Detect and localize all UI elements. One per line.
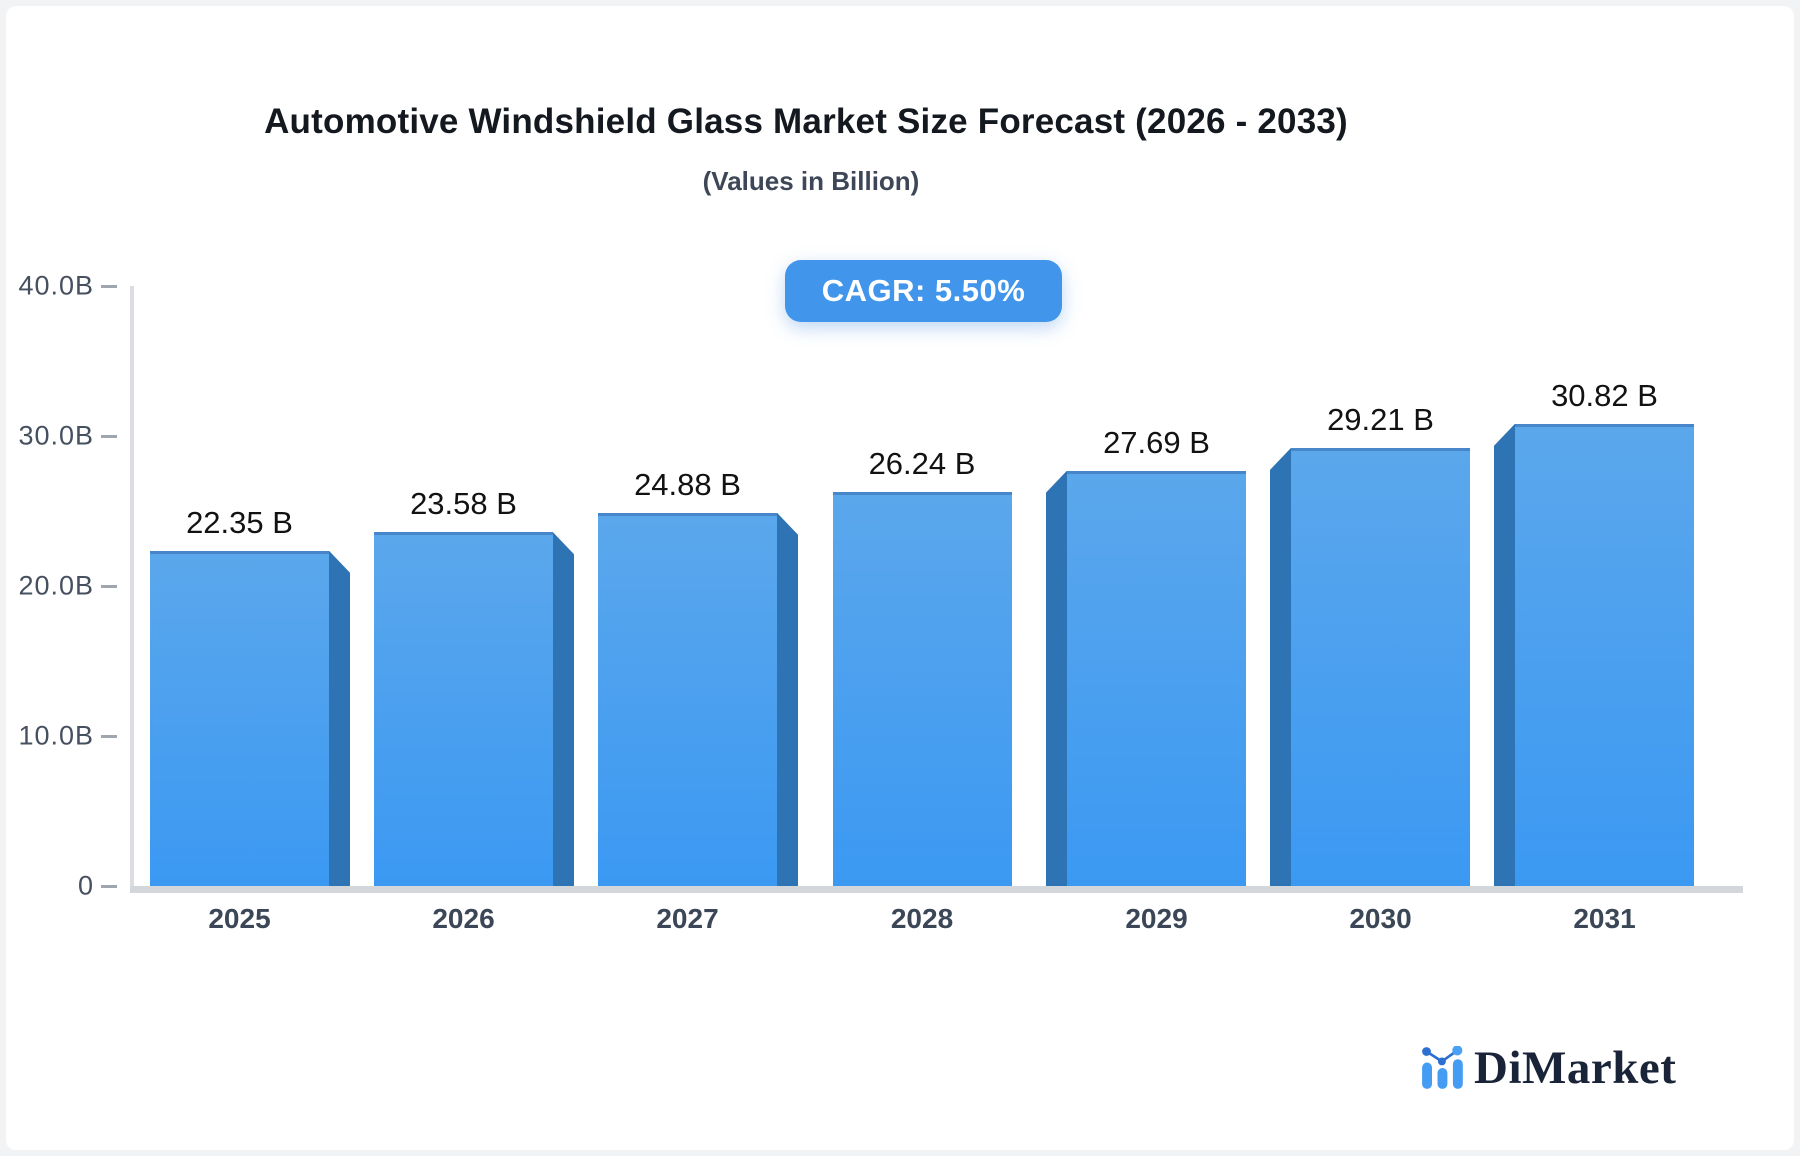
x-axis-category-label: 2029 — [1125, 903, 1188, 934]
bar-2028 — [822, 492, 1022, 886]
bar-value-label: 26.24 B — [868, 446, 976, 482]
brand-name: DiMarket — [1474, 1042, 1677, 1094]
chart-title: Automotive Windshield Glass Market Size … — [264, 102, 1348, 141]
bar-value-label: 23.58 B — [410, 486, 517, 522]
x-axis-category-label: 2028 — [890, 903, 954, 934]
bar-face-2029 — [1067, 470, 1246, 886]
y-axis-tick-label: 10.0B — [18, 720, 94, 751]
x-axis-category-label: 2031 — [1573, 903, 1636, 934]
y-axis-tick — [101, 885, 117, 888]
brand-logo: DiMarket — [1421, 1042, 1676, 1094]
bar-face-2026 — [374, 532, 553, 886]
chart-card: Automotive Windshield Glass Market Size … — [6, 6, 1794, 1150]
bar-3d-side-2026 — [553, 532, 574, 886]
x-axis-category-label: 2027 — [656, 903, 719, 934]
bar-2026 — [374, 532, 574, 886]
cagr-badge: CAGR: 5.50% — [785, 260, 1062, 322]
bar-2025 — [150, 550, 350, 886]
chart-subtitle: (Values in Billion) — [702, 166, 920, 196]
y-axis-line — [130, 286, 134, 889]
bar-3d-side-2030 — [1270, 447, 1291, 886]
y-axis-tick-label: 30.0B — [18, 420, 94, 451]
bar-2030 — [1270, 447, 1470, 886]
bar-value-label: 29.21 B — [1327, 401, 1434, 437]
x-axis-baseline — [130, 886, 1743, 893]
plot-area: 0 10.0B 20.0B 30.0B 40.0B 22.35 B 2025 23.58 B 2… — [6, 6, 1794, 1150]
bar-3d-side-2027 — [777, 512, 798, 886]
bar-3d-side-2029 — [1046, 470, 1067, 886]
y-axis-tick — [101, 285, 117, 288]
y-axis-tick — [101, 435, 117, 438]
bar-face-2030 — [1291, 447, 1470, 886]
y-axis-tick-label: 40.0B — [18, 270, 94, 301]
bar-value-label: 22.35 B — [186, 504, 293, 540]
bar-value-label: 30.82 B — [1551, 377, 1658, 413]
bar-2031 — [1494, 423, 1694, 886]
bar-face-2031 — [1515, 423, 1694, 886]
bar-2027 — [598, 512, 798, 886]
bar-face-2025 — [150, 550, 329, 886]
bar-3d-side-2025 — [329, 550, 350, 886]
bar-chart-with-trend-dots-icon — [1422, 1046, 1463, 1089]
x-axis-category-label: 2026 — [432, 903, 495, 934]
y-axis-tick — [101, 735, 117, 738]
bar-3d-side-2031 — [1494, 423, 1515, 886]
x-axis-category-label: 2030 — [1349, 903, 1412, 934]
y-axis-tick-label: 20.0B — [18, 570, 94, 601]
y-axis-tick — [101, 585, 117, 588]
cagr-badge-label: CAGR: 5.50% — [821, 273, 1026, 308]
x-axis-category-label: 2025 — [208, 903, 271, 934]
bar-face-2028 — [832, 492, 1012, 886]
bar-value-label: 24.88 B — [634, 466, 741, 502]
y-axis-tick-label: 0 — [77, 870, 94, 901]
bar-value-label: 27.69 B — [1103, 424, 1210, 460]
bar-2029 — [1046, 470, 1246, 886]
bar-face-2027 — [598, 512, 777, 886]
